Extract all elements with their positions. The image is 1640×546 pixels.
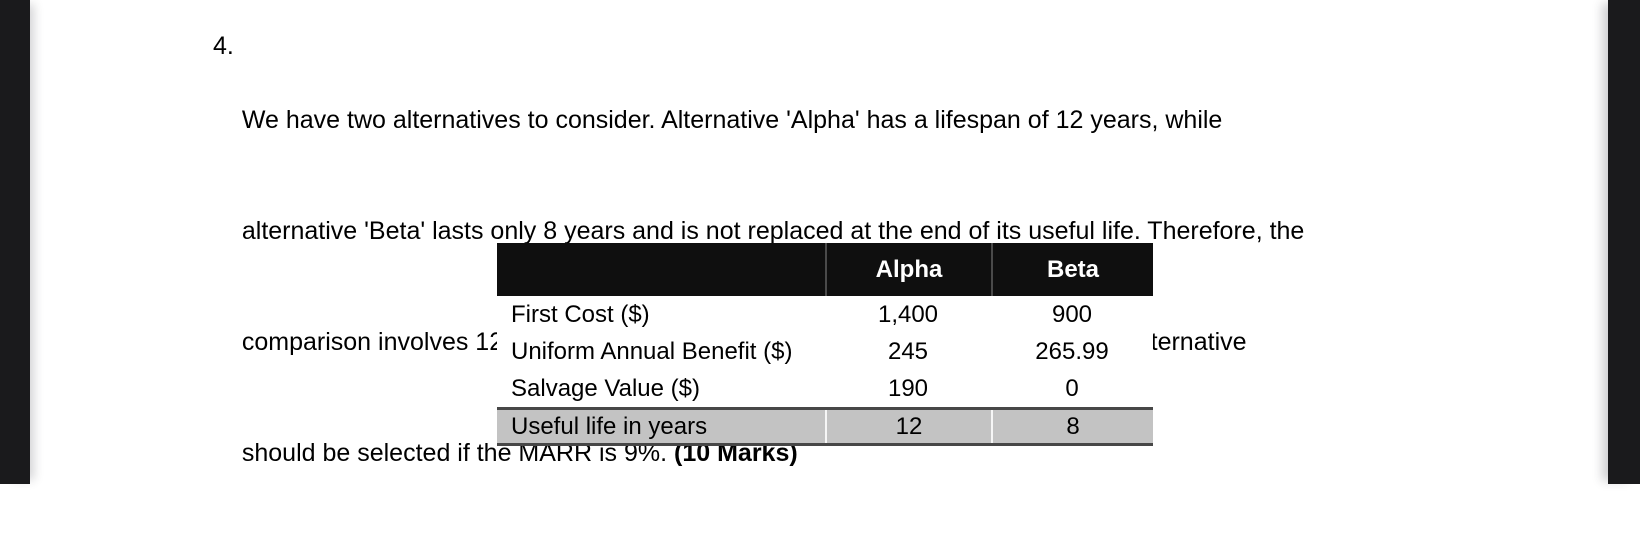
table-row-first-cost: First Cost ($) 1,400 900 (497, 296, 1153, 333)
question-text-line: alternative 'Beta' lasts only 8 years an… (241, 217, 1305, 245)
table-header-alpha: Alpha (825, 243, 991, 296)
alpha-value: 12 (825, 410, 991, 443)
beta-value: 0 (1065, 374, 1079, 402)
beta-value: 900 (1051, 300, 1093, 328)
table-header-beta: Beta (991, 243, 1153, 296)
alpha-value: 245 (887, 337, 929, 365)
table-row-salvage-value: Salvage Value ($) 190 0 (497, 370, 1153, 407)
row-label: Uniform Annual Benefit ($) (511, 337, 793, 365)
table-row-uniform-annual-benefit: Uniform Annual Benefit ($) 245 265.99 (497, 333, 1153, 370)
question-text-line: We have two alternatives to consider. Al… (241, 106, 1223, 134)
left-gutter (0, 0, 30, 484)
question-number: 4. (213, 32, 234, 60)
row-label: First Cost ($) (511, 300, 650, 328)
alpha-value: 190 (887, 374, 929, 402)
table-row-useful-life: Useful life in years 12 8 (497, 407, 1153, 446)
right-gutter (1608, 0, 1640, 484)
table-header-empty (497, 243, 825, 296)
beta-value: 8 (991, 410, 1153, 443)
row-label: Salvage Value ($) (511, 374, 700, 402)
row-label: Useful life in years (511, 412, 708, 440)
table-header-row: Alpha Beta (497, 243, 1153, 296)
alpha-value: 1,400 (877, 300, 939, 328)
comparison-table: Alpha Beta First Cost ($) 1,400 900 Unif… (497, 243, 1153, 446)
beta-value: 265.99 (1035, 337, 1109, 365)
